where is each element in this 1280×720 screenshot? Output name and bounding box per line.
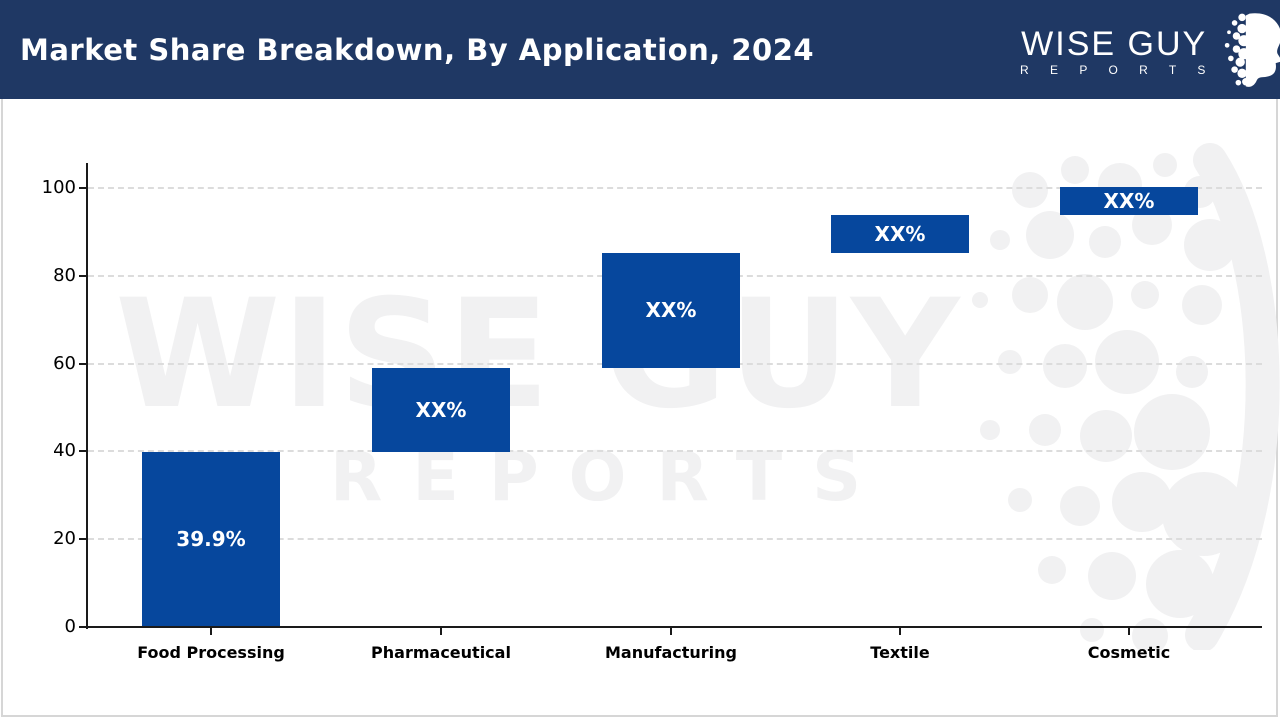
brand-logo-text: WISE GUY R E P O R T S	[1014, 26, 1214, 78]
watermark-text: WISE GUY	[115, 268, 961, 442]
x-label-food-processing: Food Processing	[137, 643, 285, 662]
y-tick-label-60: 60	[53, 352, 76, 374]
brand-face-icon	[1225, 13, 1280, 87]
brand-logo: WISE GUY R E P O R T S	[1014, 8, 1280, 92]
x-axis-spine	[86, 626, 1262, 628]
gridline-y-100	[88, 187, 1262, 189]
y-tick-60	[79, 362, 88, 365]
app-header: Market Share Breakdown, By Application, …	[0, 0, 1280, 99]
x-label-textile: Textile	[870, 643, 930, 662]
y-tick-label-0: 0	[64, 616, 76, 637]
bar-cosmetic: XX%	[1060, 186, 1198, 215]
x-tick-pharmaceutical	[440, 628, 442, 635]
bar-label-pharmaceutical: XX%	[415, 397, 467, 422]
y-tick-80	[79, 274, 88, 277]
page-title: Market Share Breakdown, By Application, …	[20, 32, 815, 67]
brand-subname: R E P O R T S	[1020, 63, 1215, 77]
y-tick-label-20: 20	[53, 528, 76, 550]
y-tick-label-80: 80	[53, 264, 76, 286]
gridline-y-20	[88, 538, 1262, 541]
x-tick-cosmetic	[1128, 628, 1130, 635]
x-label-manufacturing: Manufacturing	[605, 643, 737, 662]
x-tick-textile	[899, 628, 901, 635]
bar-label-manufacturing: XX%	[645, 298, 697, 323]
bar-label-food-processing: 39.9%	[176, 527, 246, 552]
bar-pharmaceutical: XX%	[372, 367, 510, 452]
y-tick-100	[79, 187, 88, 189]
bar-manufacturing: XX%	[602, 252, 740, 368]
y-tick-40	[79, 450, 88, 453]
y-tick-label-100: 100	[41, 177, 76, 198]
y-tick-20	[79, 538, 88, 541]
x-tick-food-processing	[210, 628, 212, 635]
brand-name: WISE GUY	[1021, 25, 1208, 63]
x-tick-manufacturing	[670, 628, 672, 635]
bar-label-textile: XX%	[874, 221, 926, 246]
x-label-pharmaceutical: Pharmaceutical	[371, 643, 511, 662]
bar-textile: XX%	[831, 214, 969, 253]
bar-label-cosmetic: XX%	[1103, 188, 1155, 213]
y-tick-0	[79, 626, 88, 628]
bar-food-processing: 39.9%	[142, 451, 280, 627]
x-label-cosmetic: Cosmetic	[1087, 643, 1171, 662]
y-axis-spine	[86, 163, 88, 629]
watermark-face-icon	[972, 143, 1280, 650]
y-tick-label-40: 40	[53, 440, 76, 462]
gridline-y-40	[88, 450, 1262, 453]
